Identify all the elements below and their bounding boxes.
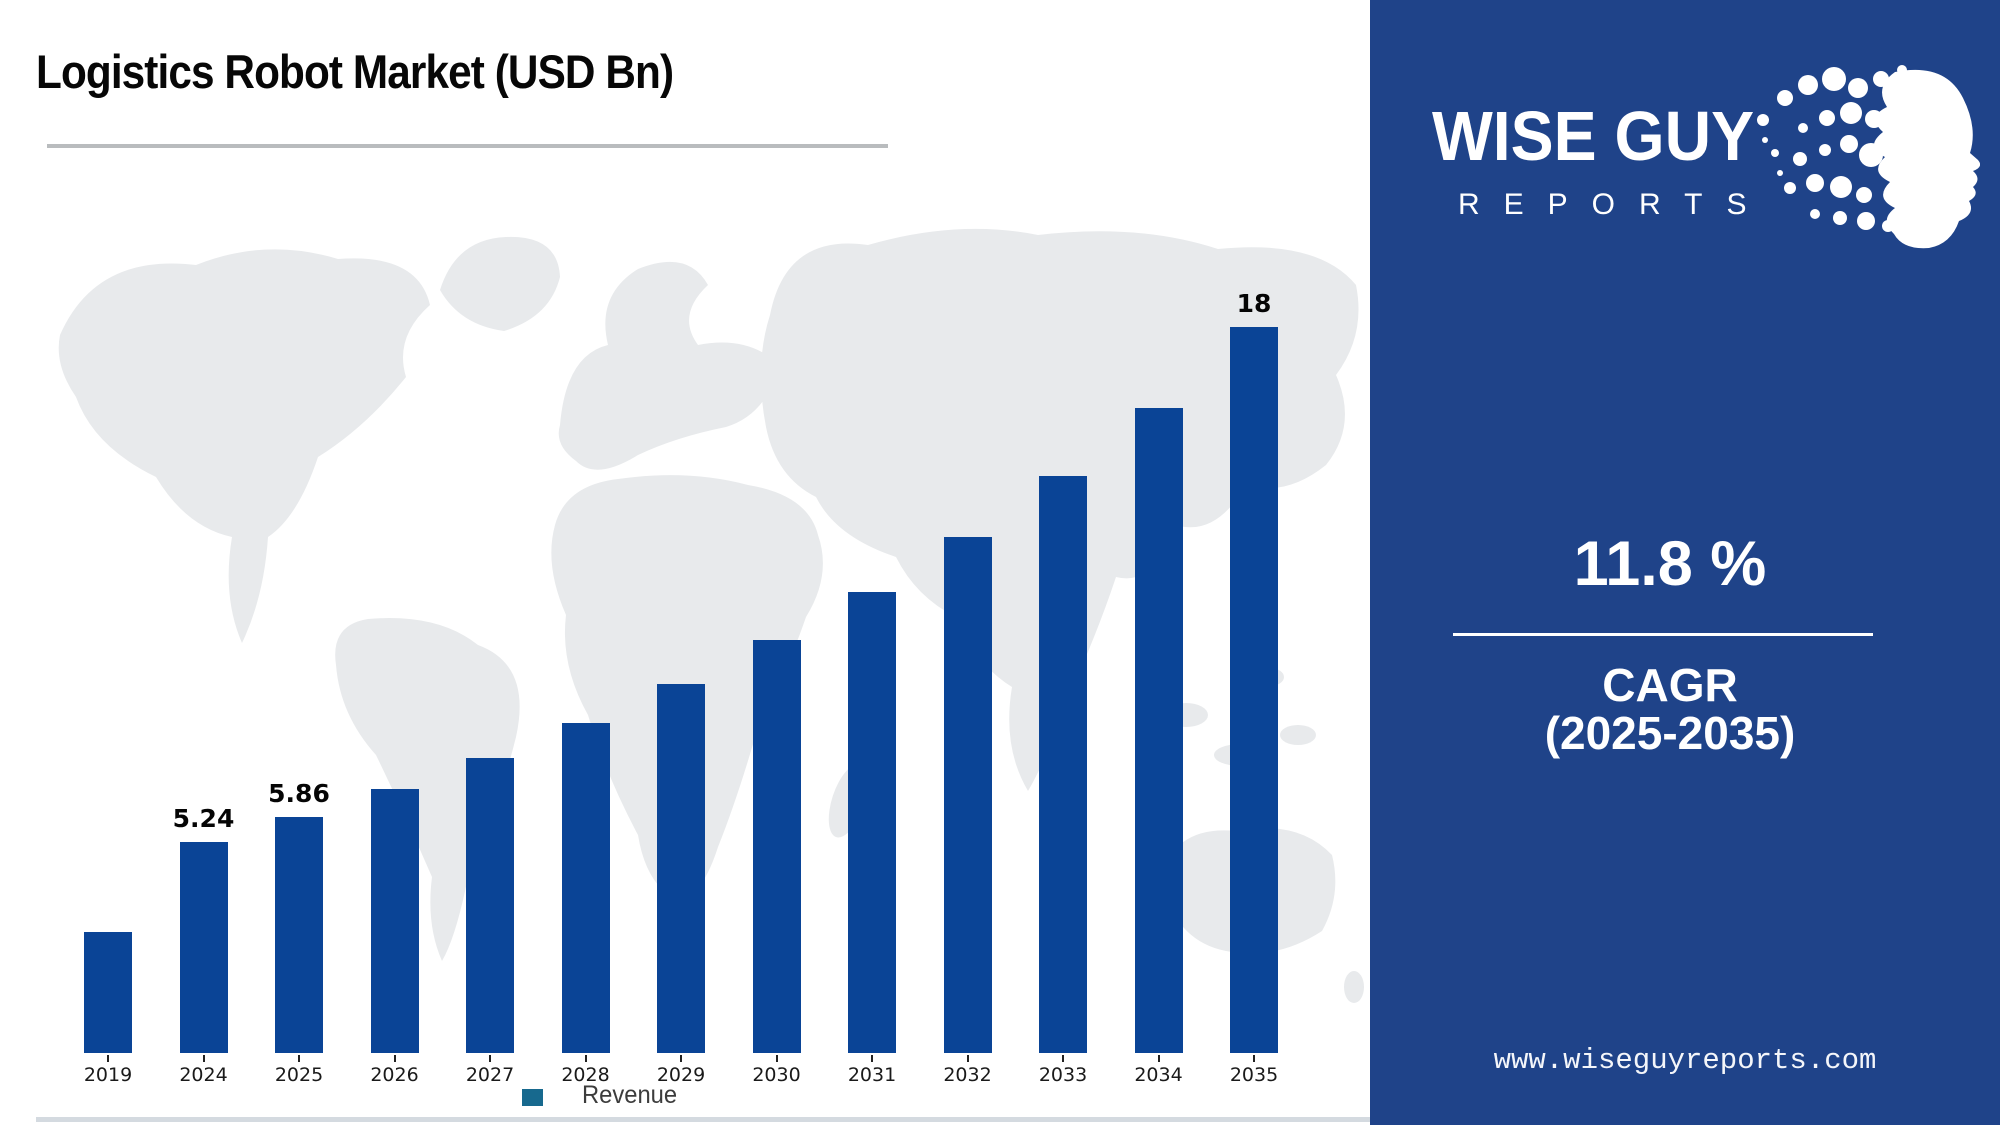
x-tick-2029 xyxy=(680,1055,682,1062)
x-tick-label-2029: 2029 xyxy=(656,1064,706,1086)
x-tick-2031 xyxy=(871,1055,873,1062)
x-tick-label-2033: 2033 xyxy=(1038,1064,1088,1086)
bar-2035 xyxy=(1230,327,1278,1053)
value-label-2035: 18 xyxy=(1236,289,1272,318)
bar-2028 xyxy=(561,723,610,1053)
x-tick-2019 xyxy=(107,1055,109,1062)
x-tick-label-2028: 2028 xyxy=(561,1064,610,1086)
bar-2033 xyxy=(1039,476,1087,1053)
x-tick-label-2024: 2024 xyxy=(179,1064,228,1086)
legend-label: Revenue xyxy=(582,1081,678,1109)
x-tick-label-2030: 2030 xyxy=(752,1064,801,1086)
x-tick-2028 xyxy=(584,1055,587,1062)
x-tick-label-2027: 2027 xyxy=(465,1064,515,1086)
chart-panel: Logistics Robot Market (USD Bn) xyxy=(36,45,1370,1122)
legend-swatch-revenue xyxy=(522,1089,543,1106)
cagr-period: (2025-2035) xyxy=(1544,707,1796,759)
title-divider xyxy=(47,144,888,148)
x-tick-2032 xyxy=(966,1055,969,1062)
bar-2025 xyxy=(275,817,323,1053)
cagr-divider xyxy=(1453,633,1873,636)
x-tick-2030 xyxy=(775,1055,778,1062)
x-tick-2024 xyxy=(202,1055,205,1062)
bar-2030 xyxy=(752,640,801,1053)
cagr-value: 11.8 % xyxy=(1573,529,1767,599)
bar-2027 xyxy=(466,758,514,1053)
bottom-edge-strip xyxy=(36,1117,1370,1122)
chart-title: Logistics Robot Market (USD Bn) xyxy=(36,45,674,98)
wise-guy-logo-text: WISE GUY xyxy=(1432,97,1755,175)
bar-2032 xyxy=(943,537,992,1053)
bar-2034 xyxy=(1134,408,1183,1053)
cagr-label: CAGR xyxy=(1602,659,1738,711)
x-tick-2026 xyxy=(393,1055,396,1062)
wise-guy-logo-subtext: REPORTS xyxy=(1458,188,1771,221)
x-tick-label-2031: 2031 xyxy=(847,1064,897,1086)
website-url: www.wiseguyreports.com xyxy=(1493,1044,1877,1077)
x-tick-label-2032: 2032 xyxy=(943,1064,992,1086)
sidebar: WISE GUY REPORTS xyxy=(1370,0,2000,1125)
bar-2019 xyxy=(84,932,132,1053)
x-tick-label-2019: 2019 xyxy=(83,1064,133,1086)
bar-2031 xyxy=(848,592,896,1053)
x-tick-2027 xyxy=(489,1055,491,1062)
bar-2024 xyxy=(179,842,228,1053)
bar-chart: 2019 2024 5.24 2025 5.86 2026 2027 2028 2029 2030… xyxy=(83,289,1279,1086)
x-tick-label-2035: 2035 xyxy=(1229,1064,1279,1086)
logo-face-icon xyxy=(1757,65,1980,249)
x-tick-2034 xyxy=(1157,1055,1160,1062)
x-tick-label-2026: 2026 xyxy=(370,1064,419,1086)
bar-2026 xyxy=(370,789,419,1053)
x-tick-label-2034: 2034 xyxy=(1134,1064,1183,1086)
value-label-2025: 5.86 xyxy=(268,779,330,808)
value-label-2024: 5.24 xyxy=(172,804,235,833)
bar-2029 xyxy=(657,684,705,1053)
x-tick-2025 xyxy=(298,1055,300,1062)
x-tick-label-2025: 2025 xyxy=(274,1064,324,1086)
x-tick-2035 xyxy=(1253,1055,1255,1062)
x-tick-2033 xyxy=(1062,1055,1064,1062)
